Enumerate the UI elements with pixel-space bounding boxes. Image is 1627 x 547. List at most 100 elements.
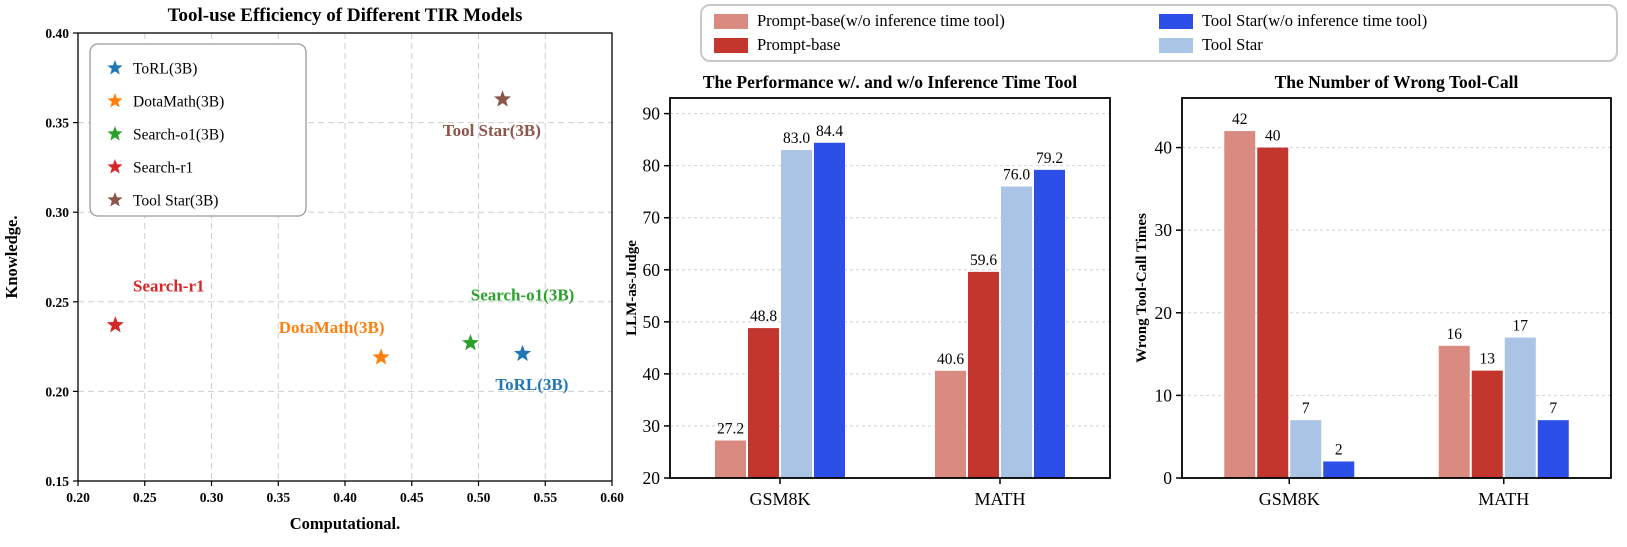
data-point-star: [372, 348, 390, 365]
y-axis-label: Wrong Tool-Call Times: [1134, 213, 1150, 363]
chart-title: The Number of Wrong Tool-Call: [1275, 72, 1519, 92]
y-tick-label: 40: [643, 364, 661, 384]
y-tick-label: 0.25: [45, 295, 69, 310]
bar-chart-performance: 27.2 48.8 83.0 84.4 GSM8K 40.6 59.6 76.0 79.2 MAT…: [620, 65, 1125, 547]
x-tick-label: 0.30: [200, 490, 224, 505]
bar: [1504, 337, 1536, 478]
y-tick-label: 30: [1155, 220, 1173, 240]
point-label: Search-o1(3B): [471, 286, 575, 305]
bar-value-label: 76.0: [1003, 166, 1030, 183]
legend-star-icon: [107, 159, 123, 174]
y-tick-label: 0.15: [45, 474, 69, 489]
category-label: GSM8K: [749, 489, 810, 509]
legend-label: Tool Star(w/o inference time tool): [1202, 11, 1428, 30]
y-axis-label: Knowledge.: [2, 216, 21, 299]
bar-value-label: 59.6: [970, 252, 997, 269]
bar-value-label: 40.6: [937, 351, 964, 368]
legend-label: Tool Star: [1202, 35, 1263, 54]
legend-star-icon: [107, 93, 123, 108]
plot-border: [669, 97, 1111, 479]
legend-entry-label: Tool Star(3B): [133, 193, 218, 210]
legend-item: Prompt-base(w/o inference time tool): [714, 11, 1159, 31]
bar-chart-performance-svg: 27.2 48.8 83.0 84.4 GSM8K 40.6 59.6 76.0 79.2 MAT…: [624, 72, 1111, 509]
x-tick-label: 0.40: [333, 490, 357, 505]
bar: [1323, 461, 1355, 478]
bar-value-label: 42: [1232, 111, 1248, 128]
bar-value-label: 84.4: [816, 123, 843, 140]
y-tick-label: 10: [1155, 385, 1173, 405]
bar-value-label: 7: [1549, 400, 1557, 417]
bar-value-label: 83.0: [783, 130, 810, 147]
x-tick-label: 0.25: [133, 490, 157, 505]
bar-value-label: 27.2: [717, 421, 744, 438]
bar: [1001, 186, 1032, 478]
y-tick-label: 40: [1155, 138, 1173, 158]
bar: [1471, 370, 1503, 478]
legend-star-icon: [107, 192, 123, 207]
y-tick-label: 0.40: [45, 26, 69, 41]
legend-label: Prompt-base: [757, 35, 841, 54]
shared-legend: Prompt-base(w/o inference time tool) Prom…: [700, 4, 1618, 62]
y-tick-label: 60: [643, 260, 661, 280]
category-label: MATH: [1478, 489, 1529, 509]
bar-value-label: 16: [1447, 326, 1463, 343]
bar: [715, 440, 746, 478]
bar-value-label: 40: [1265, 128, 1281, 145]
bar-chart-wrongcall-svg: 42 40 7 2 GSM8K 16 13 17 7 MATH 0 10 20 30 40 The Numbe…: [1134, 72, 1612, 509]
point-label: DotaMath(3B): [279, 318, 385, 337]
data-point-star: [106, 316, 124, 333]
y-tick-label: 50: [643, 312, 661, 332]
legend-star-icon: [107, 60, 123, 75]
legend-item: Tool Star: [1159, 35, 1604, 55]
point-label: Search-r1: [133, 277, 204, 296]
bar: [748, 328, 779, 478]
x-tick-label: 0.55: [533, 490, 557, 505]
category-label: GSM8K: [1259, 489, 1320, 509]
chart-title: Tool-use Efficiency of Different TIR Mod…: [168, 5, 523, 26]
y-tick-label: 70: [643, 208, 661, 228]
legend-entry-label: Search-r1: [133, 160, 193, 177]
chart-title: The Performance w/. and w/o Inference Ti…: [703, 72, 1077, 92]
bar-value-label: 13: [1480, 351, 1496, 368]
data-point-star: [493, 90, 512, 107]
point-label: ToRL(3B): [495, 375, 568, 394]
scatter-svg: 0.20 0.25 0.30 0.35 0.40 0.45 0.50 0.55 0.60 0.15…: [2, 5, 624, 533]
legend-item: Prompt-base: [714, 35, 1159, 55]
bar-value-label: 48.8: [750, 308, 777, 325]
y-tick-label: 30: [643, 416, 661, 436]
bar: [968, 271, 999, 478]
bar: [781, 150, 812, 478]
legend-entry-label: Search-o1(3B): [133, 127, 224, 144]
data-point-star: [461, 334, 480, 351]
bar: [1034, 169, 1065, 478]
bar: [1537, 420, 1569, 478]
scatter-chart-tool-use-efficiency: 0.20 0.25 0.30 0.35 0.40 0.45 0.50 0.55 0.60 0.15…: [0, 0, 630, 547]
bar: [935, 370, 966, 478]
bar-value-label: 2: [1335, 441, 1343, 458]
legend-swatch: [1159, 37, 1193, 53]
legend-star-icon: [107, 126, 123, 141]
point-label: Tool Star(3B): [443, 121, 541, 140]
x-tick-label: 0.20: [66, 490, 90, 505]
bar: [1257, 147, 1289, 478]
bar: [1438, 345, 1470, 478]
legend-entry-label: ToRL(3B): [133, 61, 197, 78]
legend-label: Prompt-base(w/o inference time tool): [757, 11, 1005, 30]
x-tick-label: 0.35: [266, 490, 290, 505]
scatter-legend-box: [89, 43, 307, 217]
legend-swatch: [1159, 13, 1193, 29]
legend-entry-label: DotaMath(3B): [133, 94, 224, 111]
bar-chart-wrong-tool-call: 42 40 7 2 GSM8K 16 13 17 7 MATH 0 10 20 30 40 The Numbe…: [1130, 65, 1627, 547]
x-tick-label: 0.60: [600, 490, 624, 505]
x-axis-label: Computational.: [290, 514, 400, 533]
x-tick-label: 0.50: [467, 490, 491, 505]
y-tick-label: 0.20: [45, 384, 69, 399]
bar: [1290, 420, 1322, 478]
bar: [1224, 131, 1256, 478]
category-label: MATH: [974, 489, 1025, 509]
plot-border: [1181, 97, 1612, 479]
bar-value-label: 7: [1302, 400, 1310, 417]
y-tick-label: 0.35: [45, 116, 69, 131]
x-tick-label: 0.45: [400, 490, 424, 505]
